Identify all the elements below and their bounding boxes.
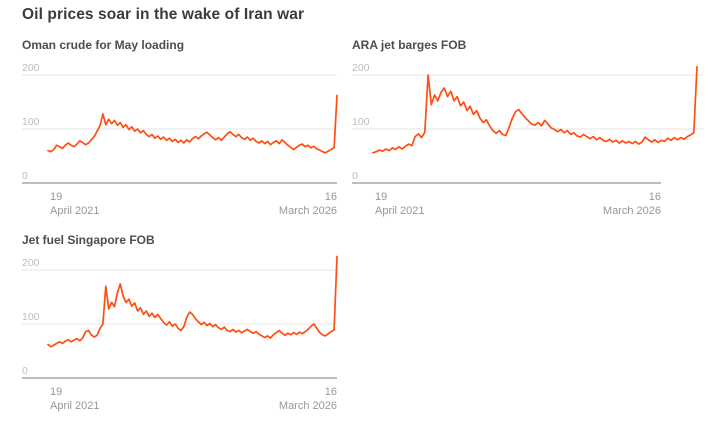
y-tick-label-200: 200 [22,62,40,74]
chart-oman-crude-x-axis: 19 April 2021 16 March 2026 [22,190,337,218]
x-axis-start-label: 19 April 2021 [50,190,100,218]
y-tick-label-0: 0 [22,365,28,377]
y-tick-label-100: 100 [352,116,370,128]
chart-ara-jet-barges: ARA jet barges FOB 200 100 0 19 April 2021… [352,38,703,218]
x-axis-end-day: 16 [648,191,661,203]
x-axis-end-monthyear: March 2026 [278,205,337,217]
price-line [372,66,698,154]
y-tick-label-200: 200 [352,62,370,74]
x-axis-end-day: 16 [324,386,337,398]
chart-oman-crude-title: Oman crude for May loading [22,38,185,52]
chart-ara-jet-barges-title: ARA jet barges FOB [352,38,467,52]
page-title: Oil prices soar in the wake of Iran war [22,6,305,23]
chart-oman-crude-plot: 200 100 0 [22,62,338,184]
x-axis-end-label: 16 March 2026 [603,190,661,218]
y-tick-label-0: 0 [352,170,358,182]
x-axis-start-label: 19 April 2021 [375,190,425,218]
x-axis-start-monthyear: April 2021 [50,205,100,217]
x-axis-end-monthyear: March 2026 [602,205,661,217]
chart-jet-fuel-singapore: Jet fuel Singapore FOB 200 100 0 19 April … [22,233,338,413]
y-tick-label-0: 0 [22,170,28,182]
x-axis-start-monthyear: April 2021 [50,400,100,412]
chart-jet-fuel-singapore-plot: 200 100 0 [22,255,338,379]
x-axis-end-day: 16 [324,191,337,203]
chart-ara-jet-barges-plot: 200 100 0 [352,62,703,184]
x-axis-end-label: 16 March 2026 [279,385,337,413]
x-axis-start-label: 19 April 2021 [50,385,100,413]
y-tick-label-100: 100 [22,311,40,323]
chart-oman-crude: Oman crude for May loading 200 100 0 19 Ap… [22,38,338,218]
x-axis-start-day: 19 [375,191,388,203]
y-tick-label-200: 200 [22,257,40,269]
x-axis-start-day: 19 [50,386,63,398]
x-axis-start-day: 19 [50,191,63,203]
x-axis-start-monthyear: April 2021 [375,205,425,217]
chart-jet-fuel-singapore-title: Jet fuel Singapore FOB [22,233,155,247]
chart-ara-jet-barges-x-axis: 19 April 2021 16 March 2026 [352,190,661,218]
chart-jet-fuel-singapore-x-axis: 19 April 2021 16 March 2026 [22,385,337,413]
y-tick-label-100: 100 [22,116,40,128]
x-axis-end-label: 16 March 2026 [279,190,337,218]
price-line [47,255,338,348]
x-axis-end-monthyear: March 2026 [278,400,337,412]
price-line [47,94,338,154]
